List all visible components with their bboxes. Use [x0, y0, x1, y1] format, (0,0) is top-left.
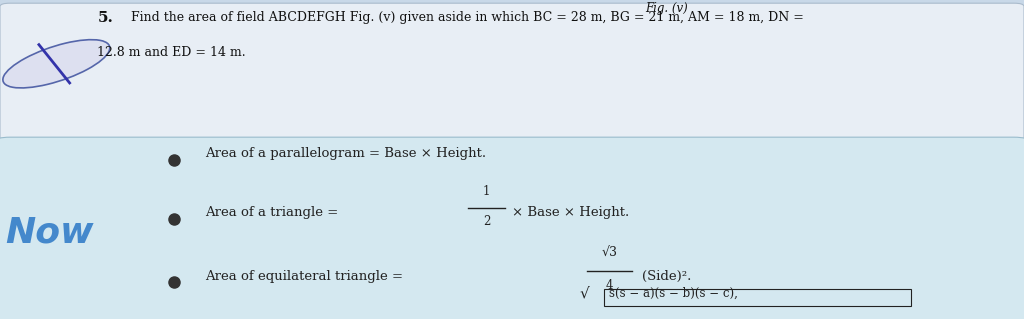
Text: Area of a triangle =: Area of a triangle = — [205, 206, 342, 219]
Text: 2: 2 — [482, 215, 490, 228]
Text: √3: √3 — [601, 245, 617, 258]
Text: × Base × Height.: × Base × Height. — [512, 206, 630, 219]
Ellipse shape — [3, 40, 110, 88]
FancyBboxPatch shape — [0, 137, 1024, 319]
Text: (Side)².: (Side)². — [642, 270, 691, 283]
Text: 12.8 m and ED = 14 m.: 12.8 m and ED = 14 m. — [97, 46, 246, 59]
Text: Now: Now — [5, 216, 93, 250]
Text: 4: 4 — [605, 279, 613, 292]
Text: 5.: 5. — [97, 11, 114, 25]
FancyBboxPatch shape — [0, 3, 1024, 144]
Text: √: √ — [579, 286, 589, 300]
Text: Area of equilateral triangle =: Area of equilateral triangle = — [205, 270, 408, 283]
Text: Fig. (v): Fig. (v) — [645, 2, 688, 15]
Text: s(s − a)(s − b)(s − c),: s(s − a)(s − b)(s − c), — [609, 287, 738, 300]
Text: Area of a parallelogram = Base × Height.: Area of a parallelogram = Base × Height. — [205, 147, 486, 160]
Text: Find the area of field ABCDEFGH Fig. (v) given aside in which BC = 28 m, BG = 21: Find the area of field ABCDEFGH Fig. (v)… — [131, 11, 804, 24]
Text: 1: 1 — [482, 185, 490, 198]
